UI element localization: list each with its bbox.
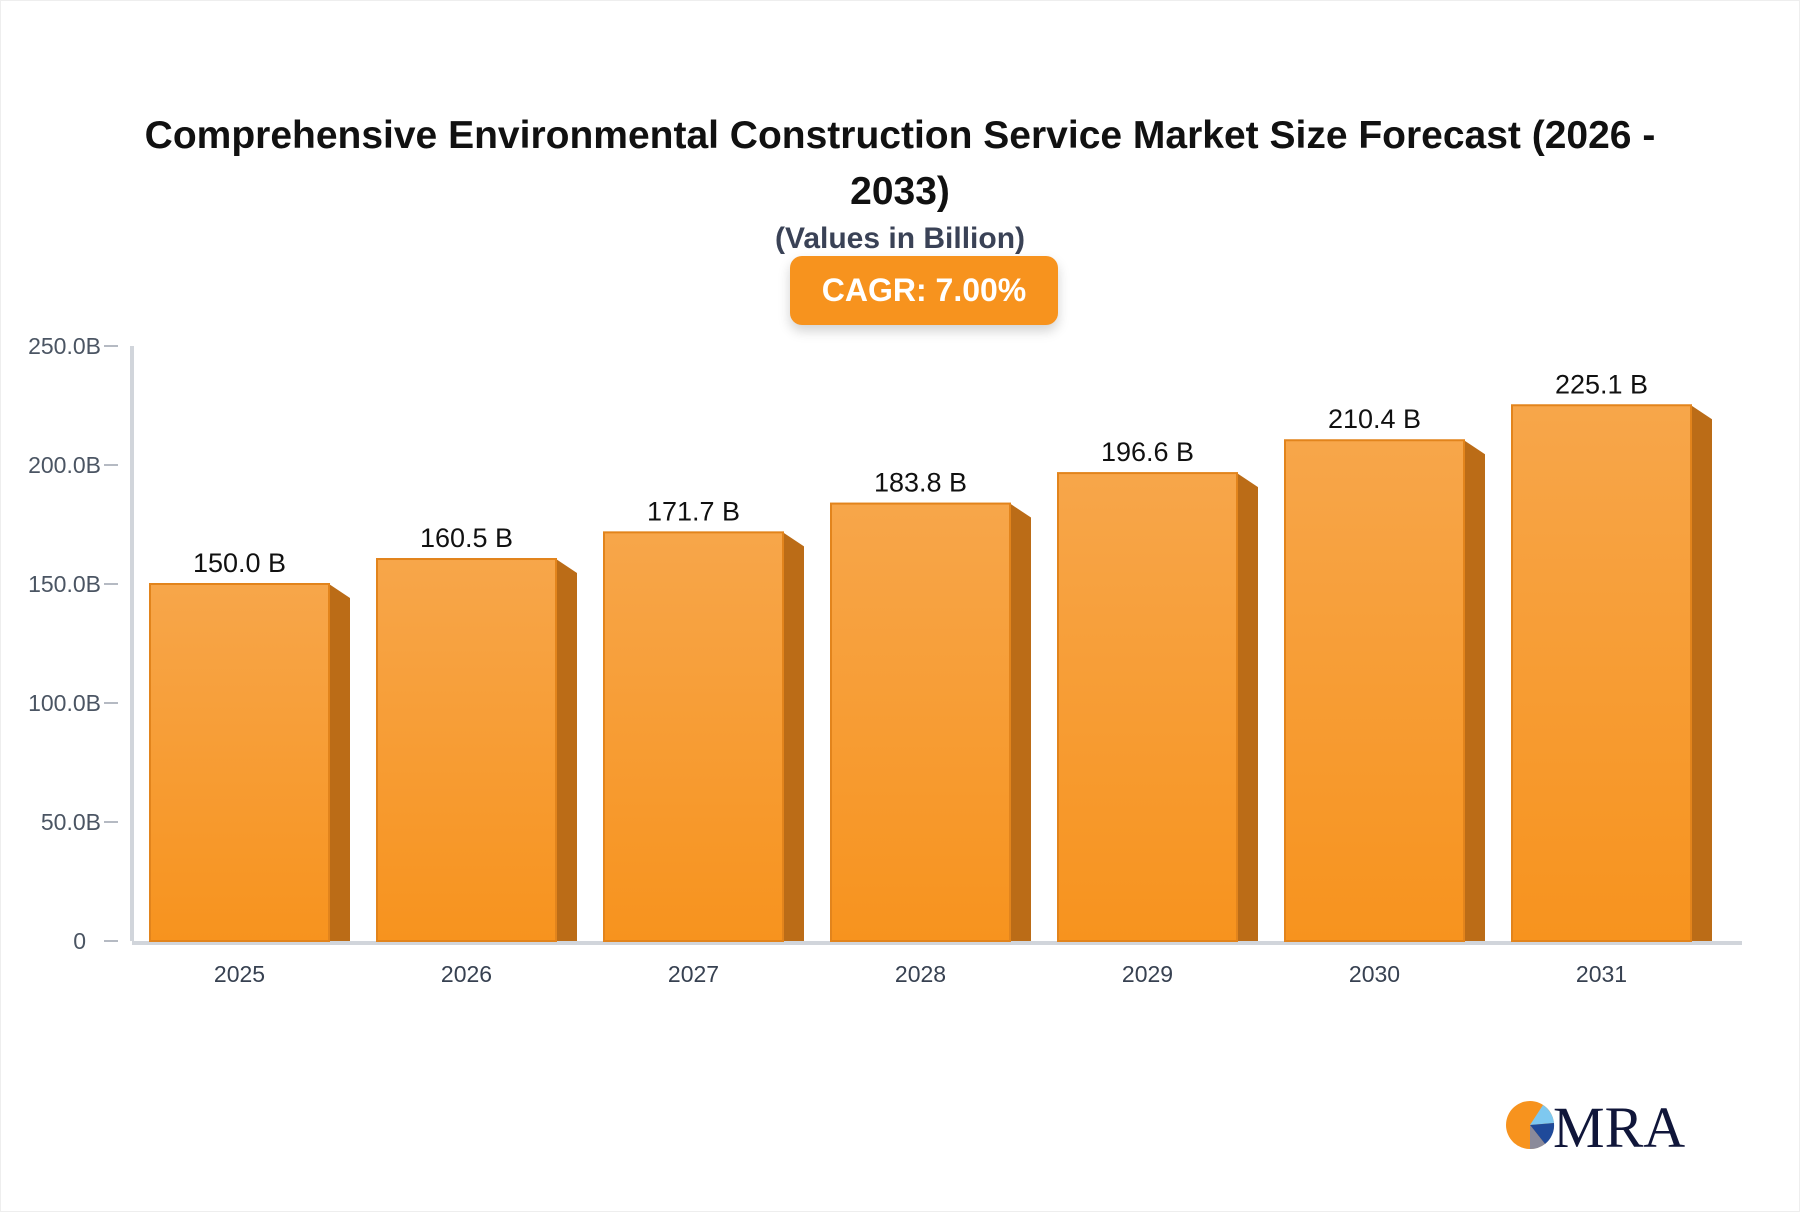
bar	[376, 558, 557, 942]
mra-logo: MRA	[1505, 1095, 1695, 1155]
x-tick-label: 2028	[895, 961, 946, 987]
x-tick-label: 2030	[1349, 961, 1400, 987]
y-tick-label: 100.0B	[28, 690, 101, 716]
y-tick-label: 250.0B	[28, 333, 101, 359]
data-label: 225.1 B	[1555, 369, 1648, 399]
bar-side	[329, 584, 350, 941]
bar	[1511, 404, 1692, 942]
chart-subtitle: (Values in Billion)	[774, 222, 1026, 255]
data-label: 210.4 B	[1328, 404, 1421, 434]
y-tick-label: 150.0B	[28, 571, 101, 597]
x-tick-label: 2027	[668, 961, 719, 987]
bar-side	[1464, 440, 1485, 941]
bar-side	[556, 559, 577, 941]
bar	[603, 531, 784, 942]
logo-pie-icon: MRA	[1506, 1095, 1685, 1155]
bar	[1057, 472, 1238, 942]
bar	[149, 583, 330, 942]
bar	[830, 502, 1011, 942]
bar-side	[1691, 405, 1712, 942]
bar-side	[1010, 503, 1031, 941]
data-label: 150.0 B	[193, 548, 286, 578]
y-tick-label: 200.0B	[28, 452, 101, 478]
data-label: 196.6 B	[1101, 437, 1194, 467]
bar	[1284, 439, 1465, 942]
chart-title: Comprehensive Environmental Construction…	[144, 114, 1656, 213]
svg-text:MRA: MRA	[1553, 1095, 1685, 1155]
y-tick-label: 0	[73, 928, 86, 954]
bar-side	[1237, 473, 1258, 941]
y-tick-label: 50.0B	[41, 809, 101, 835]
cagr-badge: CAGR: 7.00%	[790, 256, 1058, 325]
x-tick-label: 2031	[1576, 961, 1627, 987]
bar-side	[783, 532, 804, 941]
x-tick-label: 2029	[1122, 961, 1173, 987]
x-tick-label: 2026	[441, 961, 492, 987]
data-label: 160.5 B	[420, 523, 513, 553]
data-label: 183.8 B	[874, 468, 967, 498]
data-label: 171.7 B	[647, 496, 740, 526]
x-tick-label: 2025	[214, 961, 265, 987]
